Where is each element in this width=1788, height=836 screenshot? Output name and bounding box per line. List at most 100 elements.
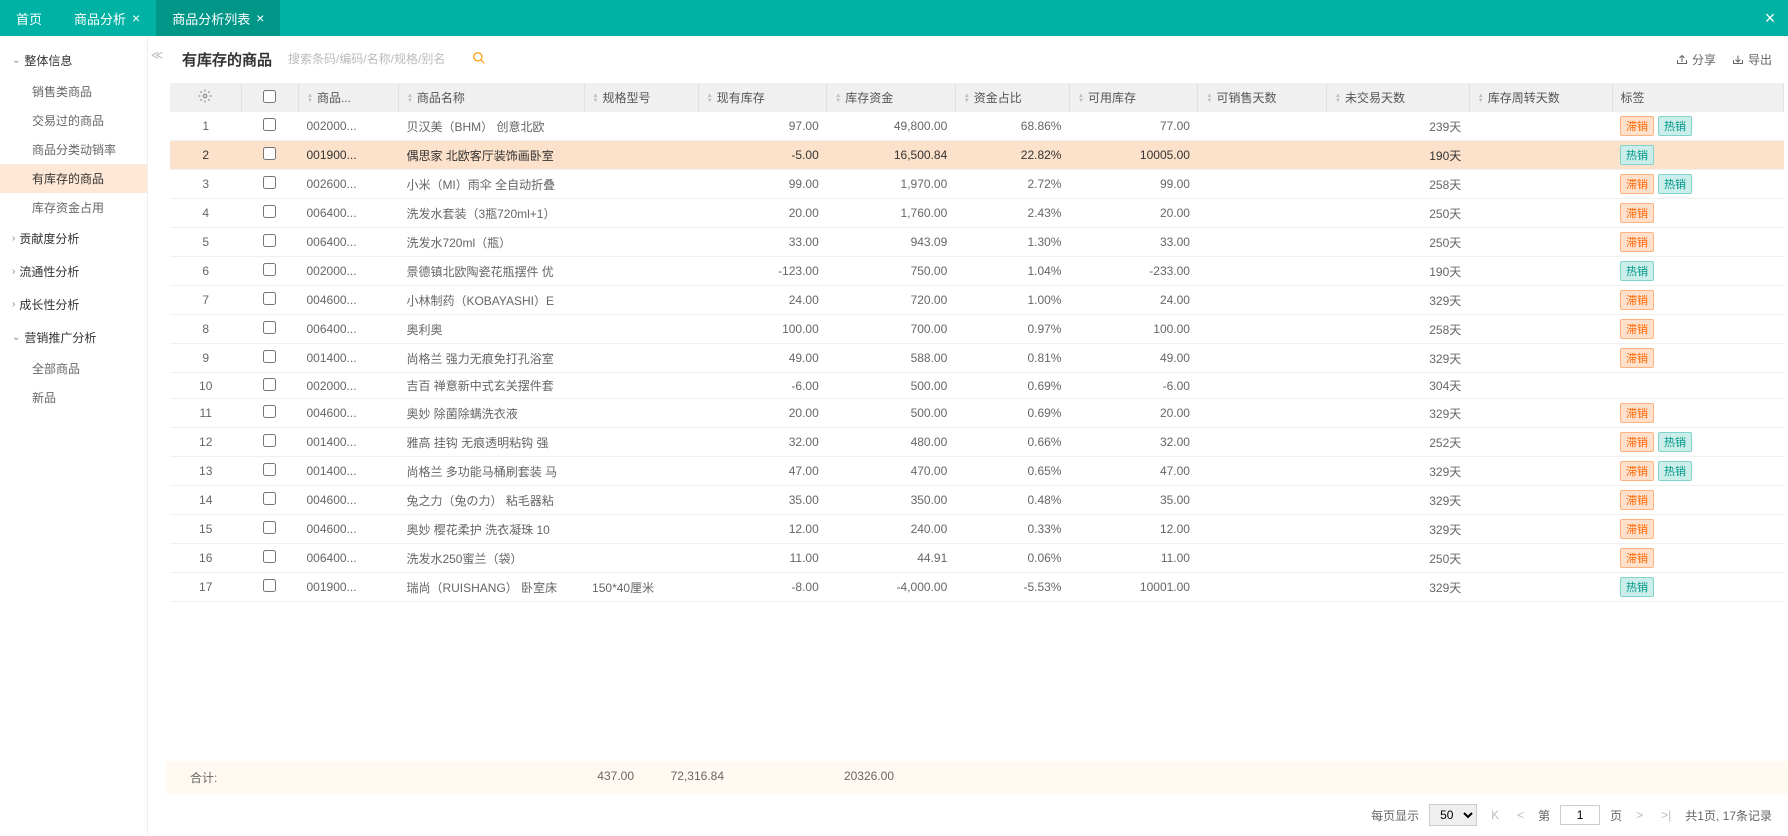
sidebar-item-all[interactable]: 全部商品 bbox=[0, 354, 147, 383]
search-icon[interactable] bbox=[472, 51, 486, 68]
table-row[interactable]: 4006400...洗发水套装（3瓶720ml+1）20.001,760.002… bbox=[170, 199, 1784, 228]
col-header-turnover_days[interactable]: ▲▼库存周转天数 bbox=[1469, 83, 1612, 112]
nav-group-1[interactable]: ›贡献度分析 bbox=[0, 222, 147, 255]
col-header-sell_days[interactable]: ▲▼可销售天数 bbox=[1198, 83, 1327, 112]
cell: 004600... bbox=[299, 486, 399, 515]
cell: 12 bbox=[170, 428, 241, 457]
cell: 47.00 bbox=[1069, 457, 1198, 486]
col-header-code[interactable]: ▲▼商品... bbox=[299, 83, 399, 112]
cell: 20.00 bbox=[698, 199, 827, 228]
cell: 3 bbox=[170, 170, 241, 199]
table-row[interactable]: 10002000...吉百 禅意新中式玄关摆件套-6.00500.000.69%… bbox=[170, 373, 1784, 399]
col-header-no_trade_days[interactable]: ▲▼未交易天数 bbox=[1326, 83, 1469, 112]
table-row[interactable]: 16006400...洗发水250蜜兰（袋）11.0044.910.06%11.… bbox=[170, 544, 1784, 573]
row-checkbox[interactable] bbox=[263, 463, 276, 476]
col-header-stock[interactable]: ▲▼现有库存 bbox=[698, 83, 827, 112]
col-header-chk[interactable] bbox=[241, 83, 298, 112]
table-row[interactable]: 12001400...雅高 挂钩 无痕透明粘钩 强32.00480.000.66… bbox=[170, 428, 1784, 457]
nav-group-3[interactable]: ›成长性分析 bbox=[0, 288, 147, 321]
cell: 瑞尚（RUISHANG） 卧室床 bbox=[398, 573, 584, 602]
select-all-checkbox[interactable] bbox=[263, 90, 276, 103]
table-row[interactable]: 3002600...小米（MI）雨伞 全自动折叠99.001,970.002.7… bbox=[170, 170, 1784, 199]
row-checkbox[interactable] bbox=[263, 350, 276, 363]
table-row[interactable]: 6002000...景德镇北欧陶瓷花瓶摆件 优-123.00750.001.04… bbox=[170, 257, 1784, 286]
col-header-name[interactable]: ▲▼商品名称 bbox=[398, 83, 584, 112]
export-button[interactable]: 导出 bbox=[1732, 51, 1772, 68]
col-header-avail[interactable]: ▲▼可用库存 bbox=[1069, 83, 1198, 112]
sidebar-item-traded[interactable]: 交易过的商品 bbox=[0, 106, 147, 135]
close-icon[interactable]: × bbox=[132, 10, 140, 26]
row-checkbox[interactable] bbox=[263, 176, 276, 189]
sidebar-item-in-stock[interactable]: 有库存的商品 bbox=[0, 164, 147, 193]
table-row[interactable]: 5006400...洗发水720ml（瓶）33.00943.091.30%33.… bbox=[170, 228, 1784, 257]
close-all-tabs-button[interactable]: × bbox=[1752, 0, 1788, 36]
row-checkbox[interactable] bbox=[263, 521, 276, 534]
first-page-button[interactable]: K bbox=[1487, 808, 1503, 822]
sidebar-item-sales[interactable]: 销售类商品 bbox=[0, 77, 147, 106]
next-page-button[interactable]: > bbox=[1632, 808, 1647, 822]
nav-group-0[interactable]: ⌄整体信息 bbox=[0, 44, 147, 77]
cell: 190天 bbox=[1326, 257, 1469, 286]
row-checkbox[interactable] bbox=[263, 579, 276, 592]
row-checkbox[interactable] bbox=[263, 405, 276, 418]
collapse-sidebar-button[interactable]: ≪ bbox=[148, 36, 166, 836]
table-row[interactable]: 13001400...尚格兰 多功能马桶刷套装 马47.00470.000.65… bbox=[170, 457, 1784, 486]
summary-avail: 20326.00 bbox=[812, 769, 902, 786]
cell bbox=[1469, 170, 1612, 199]
row-checkbox[interactable] bbox=[263, 550, 276, 563]
row-checkbox[interactable] bbox=[263, 205, 276, 218]
row-checkbox[interactable] bbox=[263, 378, 276, 391]
table-row[interactable]: 2001900...偶思家 北欧客厅装饰画卧室-5.0016,500.8422.… bbox=[170, 141, 1784, 170]
share-button[interactable]: 分享 bbox=[1676, 51, 1716, 68]
tab-1[interactable]: 商品分析× bbox=[58, 0, 156, 36]
table-row[interactable]: 9001400...尚格兰 强力无痕免打孔浴室49.00588.000.81%4… bbox=[170, 344, 1784, 373]
table-row[interactable]: 11004600...奥妙 除菌除螨洗衣液20.00500.000.69%20.… bbox=[170, 399, 1784, 428]
cell: 252天 bbox=[1326, 428, 1469, 457]
table-row[interactable]: 15004600...奥妙 樱花柔护 洗衣凝珠 1012.00240.000.3… bbox=[170, 515, 1784, 544]
row-checkbox[interactable] bbox=[263, 263, 276, 276]
sidebar-item-fund-usage[interactable]: 库存资金占用 bbox=[0, 193, 147, 222]
row-checkbox[interactable] bbox=[263, 234, 276, 247]
last-page-button[interactable]: >| bbox=[1657, 808, 1675, 822]
row-checkbox[interactable] bbox=[263, 492, 276, 505]
gear-icon[interactable] bbox=[198, 92, 212, 106]
cell bbox=[241, 257, 298, 286]
table-row[interactable]: 7004600...小林制药（KOBAYASHI）E24.00720.001.0… bbox=[170, 286, 1784, 315]
sidebar-item-new[interactable]: 新品 bbox=[0, 383, 147, 412]
row-checkbox[interactable] bbox=[263, 147, 276, 160]
page-input[interactable] bbox=[1560, 805, 1600, 825]
nav-group-4[interactable]: ⌄营销推广分析 bbox=[0, 321, 147, 354]
cell: 滞销 bbox=[1612, 286, 1783, 315]
cell: 001900... bbox=[299, 141, 399, 170]
cell: 1.30% bbox=[955, 228, 1069, 257]
col-header-tags[interactable]: 标签 bbox=[1612, 83, 1783, 112]
per-page-select[interactable]: 50 bbox=[1429, 804, 1477, 826]
row-checkbox[interactable] bbox=[263, 118, 276, 131]
col-header-pct[interactable]: ▲▼资金占比 bbox=[955, 83, 1069, 112]
row-checkbox[interactable] bbox=[263, 292, 276, 305]
close-icon[interactable]: × bbox=[256, 10, 264, 26]
search-input[interactable] bbox=[284, 48, 464, 71]
col-header-spec[interactable]: ▲▼规格型号 bbox=[584, 83, 698, 112]
cell: 329天 bbox=[1326, 515, 1469, 544]
nav-group-2[interactable]: ›流通性分析 bbox=[0, 255, 147, 288]
sidebar-item-category-rate[interactable]: 商品分类动销率 bbox=[0, 135, 147, 164]
cell: 329天 bbox=[1326, 286, 1469, 315]
table-row[interactable]: 17001900...瑞尚（RUISHANG） 卧室床150*40厘米-8.00… bbox=[170, 573, 1784, 602]
col-header-fund[interactable]: ▲▼库存资金 bbox=[827, 83, 956, 112]
cell: 002600... bbox=[299, 170, 399, 199]
tag: 滞销 bbox=[1620, 232, 1654, 252]
row-checkbox[interactable] bbox=[263, 321, 276, 334]
cell: 150*40厘米 bbox=[584, 573, 698, 602]
tab-0[interactable]: 首页 bbox=[0, 0, 58, 36]
prev-page-button[interactable]: < bbox=[1513, 808, 1528, 822]
table-row[interactable]: 14004600...兔之力（兔の力） 粘毛器粘35.00350.000.48%… bbox=[170, 486, 1784, 515]
tab-2[interactable]: 商品分析列表× bbox=[156, 0, 280, 36]
table-row[interactable]: 8006400...奥利奥100.00700.000.97%100.00258天… bbox=[170, 315, 1784, 344]
col-header-idx[interactable] bbox=[170, 83, 241, 112]
table-row[interactable]: 1002000...贝汉美（BHM） 创意北欧97.0049,800.0068.… bbox=[170, 112, 1784, 141]
row-checkbox[interactable] bbox=[263, 434, 276, 447]
cell bbox=[241, 286, 298, 315]
cell: 1,970.00 bbox=[827, 170, 956, 199]
cell: 16,500.84 bbox=[827, 141, 956, 170]
